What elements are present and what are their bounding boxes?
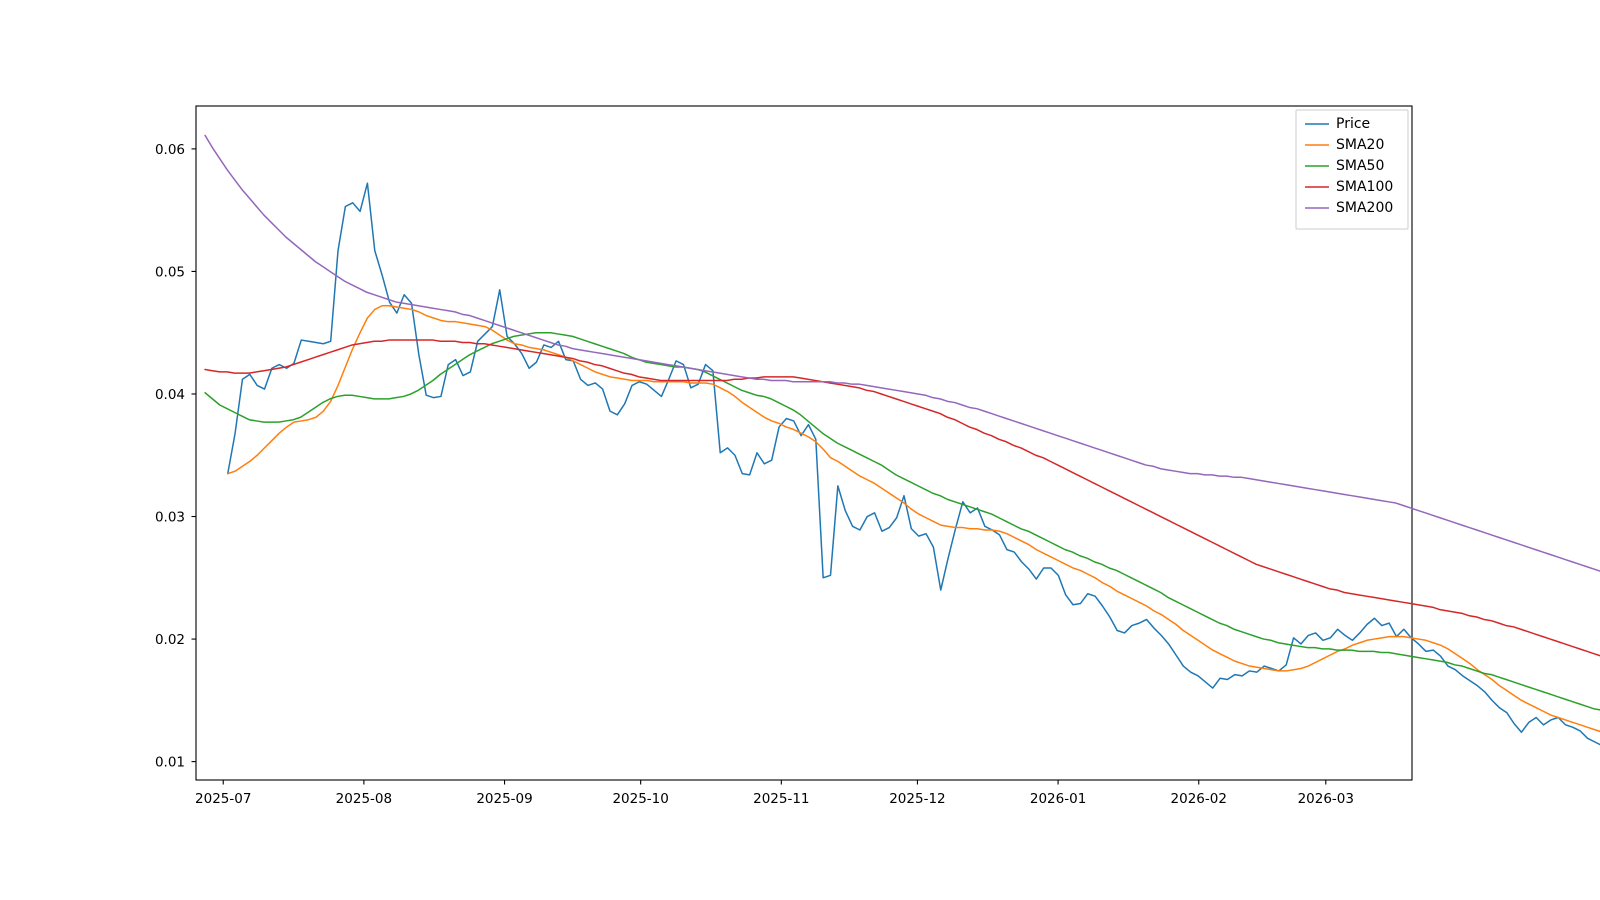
y-axis-ticks: 0.01 0.02 0.03 0.04 0.05 0.06 — [155, 142, 196, 771]
legend-label-sma50: SMA50 — [1336, 158, 1384, 174]
y-tick-label: 0.06 — [155, 142, 185, 158]
x-tick-label: 2026-02 — [1171, 791, 1227, 807]
x-tick-label: 2025-07 — [195, 791, 251, 807]
legend-background — [1295, 109, 1409, 230]
series-line-sma200 — [204, 134, 1600, 572]
y-tick-label: 0.02 — [155, 632, 185, 648]
x-tick-label: 2025-10 — [612, 791, 668, 807]
x-axis-ticks: 2025-07 2025-08 2025-09 2025-10 2025-11 2025-… — [195, 780, 1354, 807]
data-series-group — [204, 134, 1600, 746]
x-tick-label: 2025-11 — [753, 791, 809, 807]
chart-legend: Price SMA20 SMA50 SMA100 SMA200 — [1295, 109, 1409, 230]
plot-frame — [195, 105, 1413, 781]
legend-label-sma100: SMA100 — [1336, 179, 1393, 195]
x-tick-label: 2025-09 — [476, 791, 532, 807]
x-tick-label: 2025-12 — [889, 791, 945, 807]
x-tick-label: 2026-03 — [1298, 791, 1354, 807]
x-tick-label: 2026-01 — [1030, 791, 1086, 807]
y-tick-label: 0.04 — [155, 387, 185, 403]
legend-label-sma20: SMA20 — [1336, 137, 1384, 153]
legend-label-price: Price — [1336, 116, 1370, 132]
series-line-sma20 — [227, 305, 1600, 733]
y-tick-label: 0.03 — [155, 510, 185, 526]
x-tick-label: 2025-08 — [336, 791, 392, 807]
series-line-sma100 — [204, 339, 1600, 657]
legend-label-sma200: SMA200 — [1336, 200, 1393, 216]
y-tick-label: 0.05 — [155, 264, 185, 280]
series-line-price — [227, 182, 1600, 746]
axes-spines — [195, 105, 1413, 781]
series-line-sma50 — [204, 331, 1600, 711]
y-tick-label: 0.01 — [155, 755, 185, 771]
